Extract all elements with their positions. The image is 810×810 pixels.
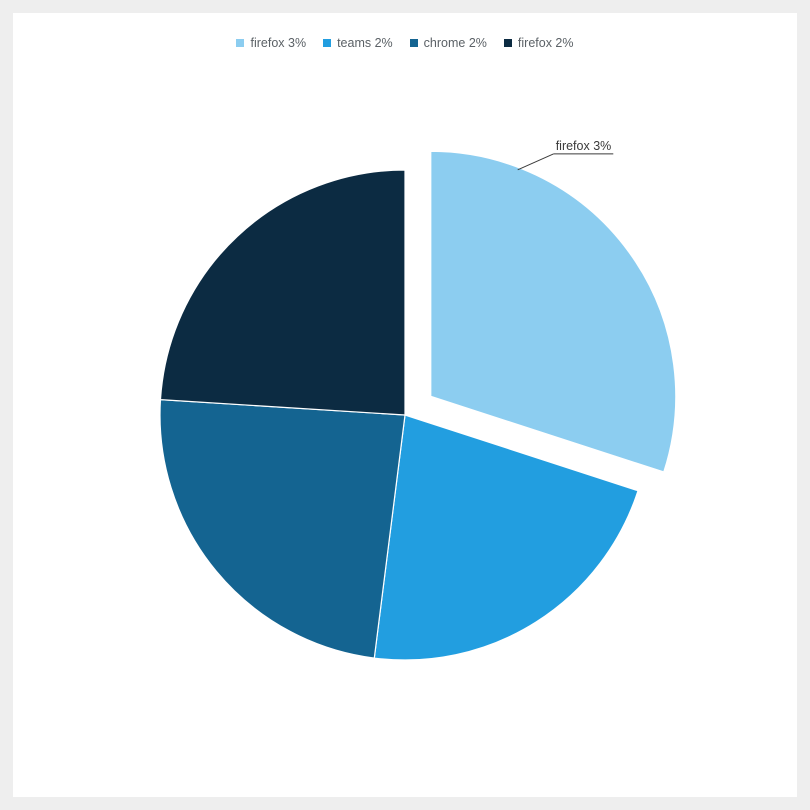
legend-swatch-icon-3 (503, 39, 512, 48)
pie-callout-group: firefox 3% (517, 139, 614, 171)
pie-slice-1[interactable] (373, 414, 639, 661)
legend-swatch-icon-1 (323, 39, 332, 48)
pie-slice-3[interactable] (159, 169, 406, 416)
legend-label-0: firefox 3% (250, 36, 307, 50)
legend-item-0[interactable]: firefox 3% (236, 37, 306, 50)
chart-card: firefox 3% teams 2% chrome 2% firefox 2%… (13, 13, 797, 797)
callout-leader-line (517, 153, 554, 171)
legend-swatch-icon-0 (236, 39, 245, 48)
pie-slice-2[interactable] (159, 399, 406, 659)
pie-slices-group (159, 150, 677, 661)
pie-chart-svg: firefox 3% (159, 139, 677, 661)
legend-label-2: chrome 2% (423, 36, 487, 50)
legend-label-3: firefox 2% (517, 36, 574, 50)
pie-plot-area: firefox 3% (13, 13, 797, 797)
legend-swatch-icon-2 (409, 39, 418, 48)
legend-item-2[interactable]: chrome 2% (409, 36, 487, 50)
legend-item-3[interactable]: firefox 2% (503, 36, 574, 50)
pie-slice-0[interactable] (430, 150, 677, 473)
chart-legend: firefox 3% teams 2% chrome 2% firefox 2% (13, 37, 797, 50)
legend-label-1: teams 2% (337, 36, 393, 50)
callout-label: firefox 3% (556, 139, 612, 153)
legend-item-1[interactable]: teams 2% (323, 37, 393, 50)
